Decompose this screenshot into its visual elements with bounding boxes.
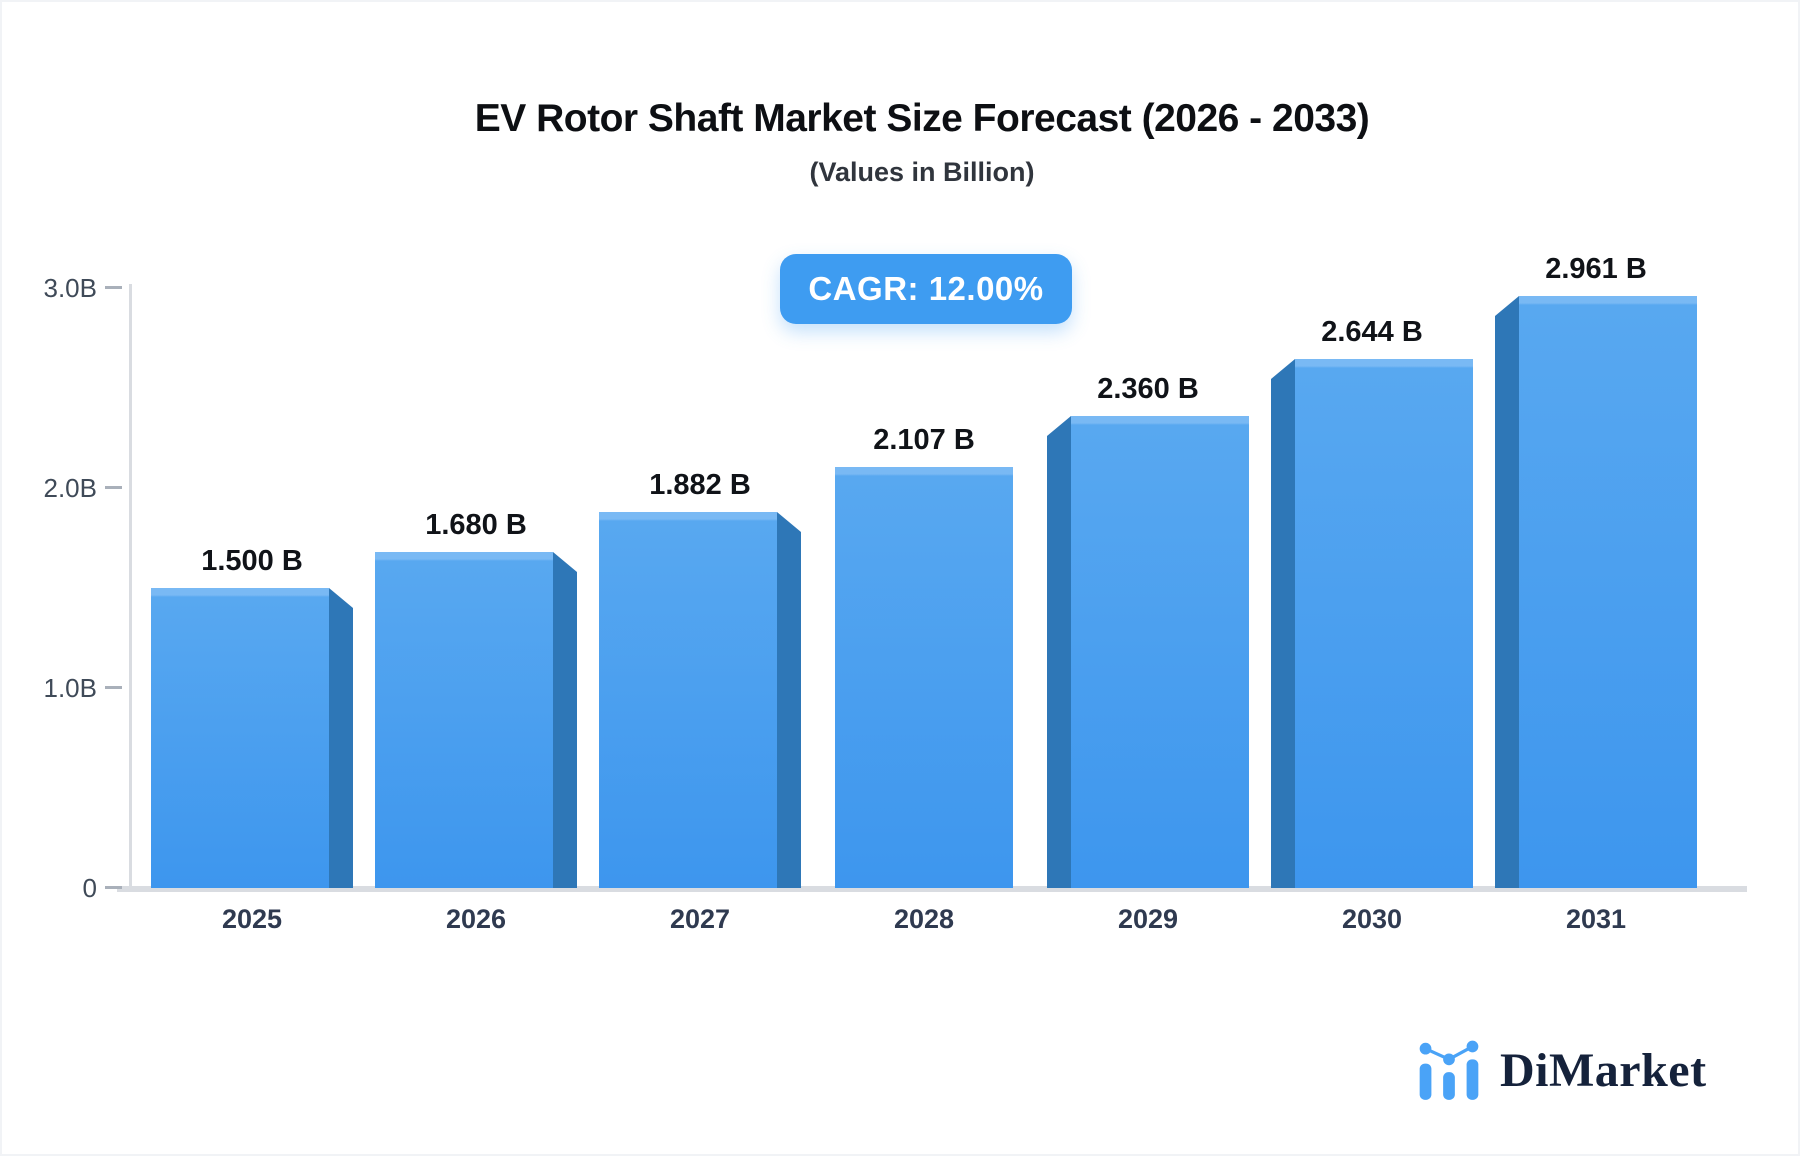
y-tick-dash [105,686,122,689]
bar-body [1071,416,1249,888]
y-tick-label: 1.0B [43,673,98,703]
x-axis-label-2028: 2028 [893,904,955,934]
x-axis-label-2025: 2025 [221,904,283,934]
bar-2025 [151,588,353,888]
bar-side-face [1495,296,1519,888]
chart-subtitle: (Values in Billion) [809,156,1035,187]
bar-value-label: 2.644 B [1321,316,1423,348]
chart-header: EV Rotor Shaft Market Size Forecast (202… [42,2,1798,188]
x-axis-label-2029: 2029 [1117,904,1179,934]
bar-2031 [1495,296,1697,888]
y-tick-dash [105,286,122,289]
bar-body [1295,359,1473,888]
y-tick-label: 3.0B [43,273,98,303]
y-tick-dash [105,486,122,489]
bar-value-label: 2.360 B [1097,373,1199,405]
chart-title: EV Rotor Shaft Market Size Forecast (202… [474,97,1370,140]
bar-value-label: 1.680 B [425,509,527,541]
x-axis-label-2031: 2031 [1565,904,1627,934]
x-axis-label-2026: 2026 [445,904,507,934]
bar-value-label: 1.500 B [201,545,303,577]
bar-side-face [1271,359,1295,888]
brand-logo: DiMarket [1414,1038,1707,1102]
bar-side-face [1047,416,1071,888]
x-axis-label-2027: 2027 [669,904,731,934]
bar-body [599,512,777,888]
mini-bar-chart-logo-icon [1419,1040,1479,1100]
y-tick-dash [105,886,122,889]
bar-body [835,467,1013,888]
y-axis-line [129,284,132,888]
bar-body [375,552,553,888]
y-tick-label: 2.0B [43,473,98,503]
bar-value-label: 2.961 B [1545,253,1647,285]
bar-side-face [553,552,577,888]
bar-value-label: 2.107 B [873,424,975,456]
bar-body [151,588,329,888]
bar-value-label: 1.882 B [649,469,751,501]
x-axis-baseline [117,886,1747,892]
bar-side-face [329,588,353,888]
bar-side-face [777,512,801,888]
bar-2028 [835,467,1013,888]
bar-2027 [599,512,801,888]
bar-2029 [1047,416,1249,888]
x-axis-label-2030: 2030 [1341,904,1403,934]
brand-name: DiMarket [1500,1043,1707,1097]
y-tick-label: 0 [82,873,97,903]
cagr-badge: CAGR: 12.00% [780,254,1072,324]
bar-2030 [1271,359,1473,888]
bar-body [1519,296,1697,888]
bar-2026 [375,552,577,888]
